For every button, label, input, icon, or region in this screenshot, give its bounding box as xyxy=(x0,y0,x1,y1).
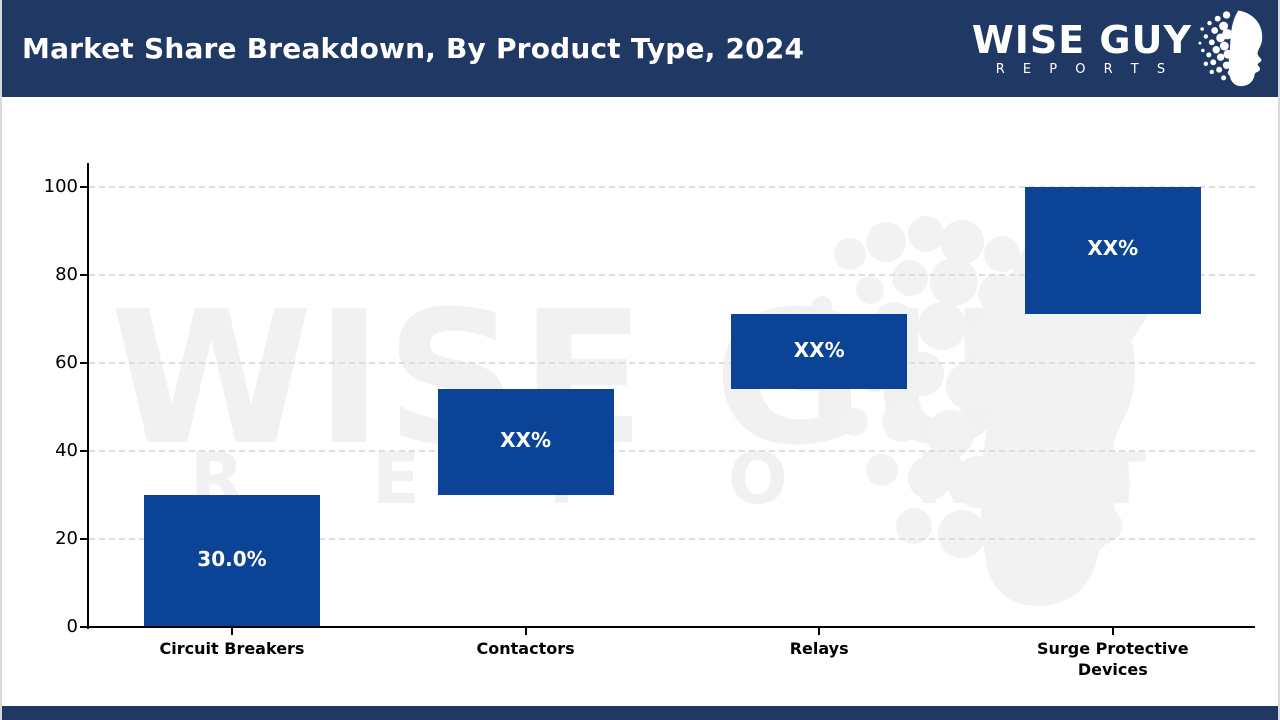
gridline-20 xyxy=(89,537,1255,540)
x-category-label-circuit-breakers: Circuit Breakers xyxy=(159,639,305,658)
y-tick-label-100: 100 xyxy=(43,175,78,197)
bar-value-label-contactors: XX% xyxy=(500,427,552,452)
bar-surge-protective-devices xyxy=(1024,186,1201,315)
bar-relays xyxy=(731,314,908,390)
logo-wordmark: WISE GUY R E P O R T S xyxy=(972,21,1192,76)
chart-title: Market Share Breakdown, By Product Type,… xyxy=(22,32,805,65)
gridline-100 xyxy=(89,185,1255,188)
y-tick-mark-0 xyxy=(80,626,88,628)
gridline-40 xyxy=(89,449,1255,452)
bar-value-label-surge-protective-devices: XX% xyxy=(1087,236,1139,261)
y-tick-mark-20 xyxy=(80,537,88,540)
wise-guy-logo: WISE GUY R E P O R T S xyxy=(972,6,1268,92)
x-category-label-surge-protective-devices: Surge Protective Devices xyxy=(1036,639,1189,679)
x-tick-mark-circuit-breakers xyxy=(231,628,233,635)
footer-bar xyxy=(2,706,1278,720)
x-category-label-relays: Relays xyxy=(789,639,849,658)
y-tick-mark-40 xyxy=(80,449,88,452)
y-tick-label-0: 0 xyxy=(66,616,78,637)
bar-value-label-circuit-breakers: 30.0% xyxy=(197,546,267,571)
x-tick-mark-contactors xyxy=(524,628,527,635)
y-tick-label-60: 60 xyxy=(55,351,78,373)
bar-contactors xyxy=(437,389,614,495)
y-tick-label-40: 40 xyxy=(55,439,78,461)
x-tick-mark-relays xyxy=(818,628,821,635)
y-tick-mark-60 xyxy=(80,361,88,364)
y-tick-label-20: 20 xyxy=(55,527,78,549)
x-tick-mark-surge-protective-devices xyxy=(1111,628,1114,635)
gridline-80 xyxy=(89,273,1255,276)
x-category-label-contactors: Contactors xyxy=(476,639,575,658)
watermark-head-graphic xyxy=(812,216,1135,606)
y-tick-mark-100 xyxy=(80,185,88,188)
header-banner: Market Share Breakdown, By Product Type,… xyxy=(2,0,1278,97)
bar-value-label-relays: XX% xyxy=(793,337,845,362)
y-axis-line xyxy=(87,163,89,629)
bar-circuit-breakers xyxy=(144,494,320,627)
y-tick-mark-80 xyxy=(80,273,88,276)
logo-head-icon xyxy=(1198,10,1263,86)
x-axis-line xyxy=(87,626,1255,628)
y-tick-label-80: 80 xyxy=(55,263,78,285)
logo-title-text: WISE GUY xyxy=(971,18,1192,62)
gridline-60 xyxy=(89,361,1255,364)
logo-subtitle-text: R E P O R T S xyxy=(995,62,1173,77)
